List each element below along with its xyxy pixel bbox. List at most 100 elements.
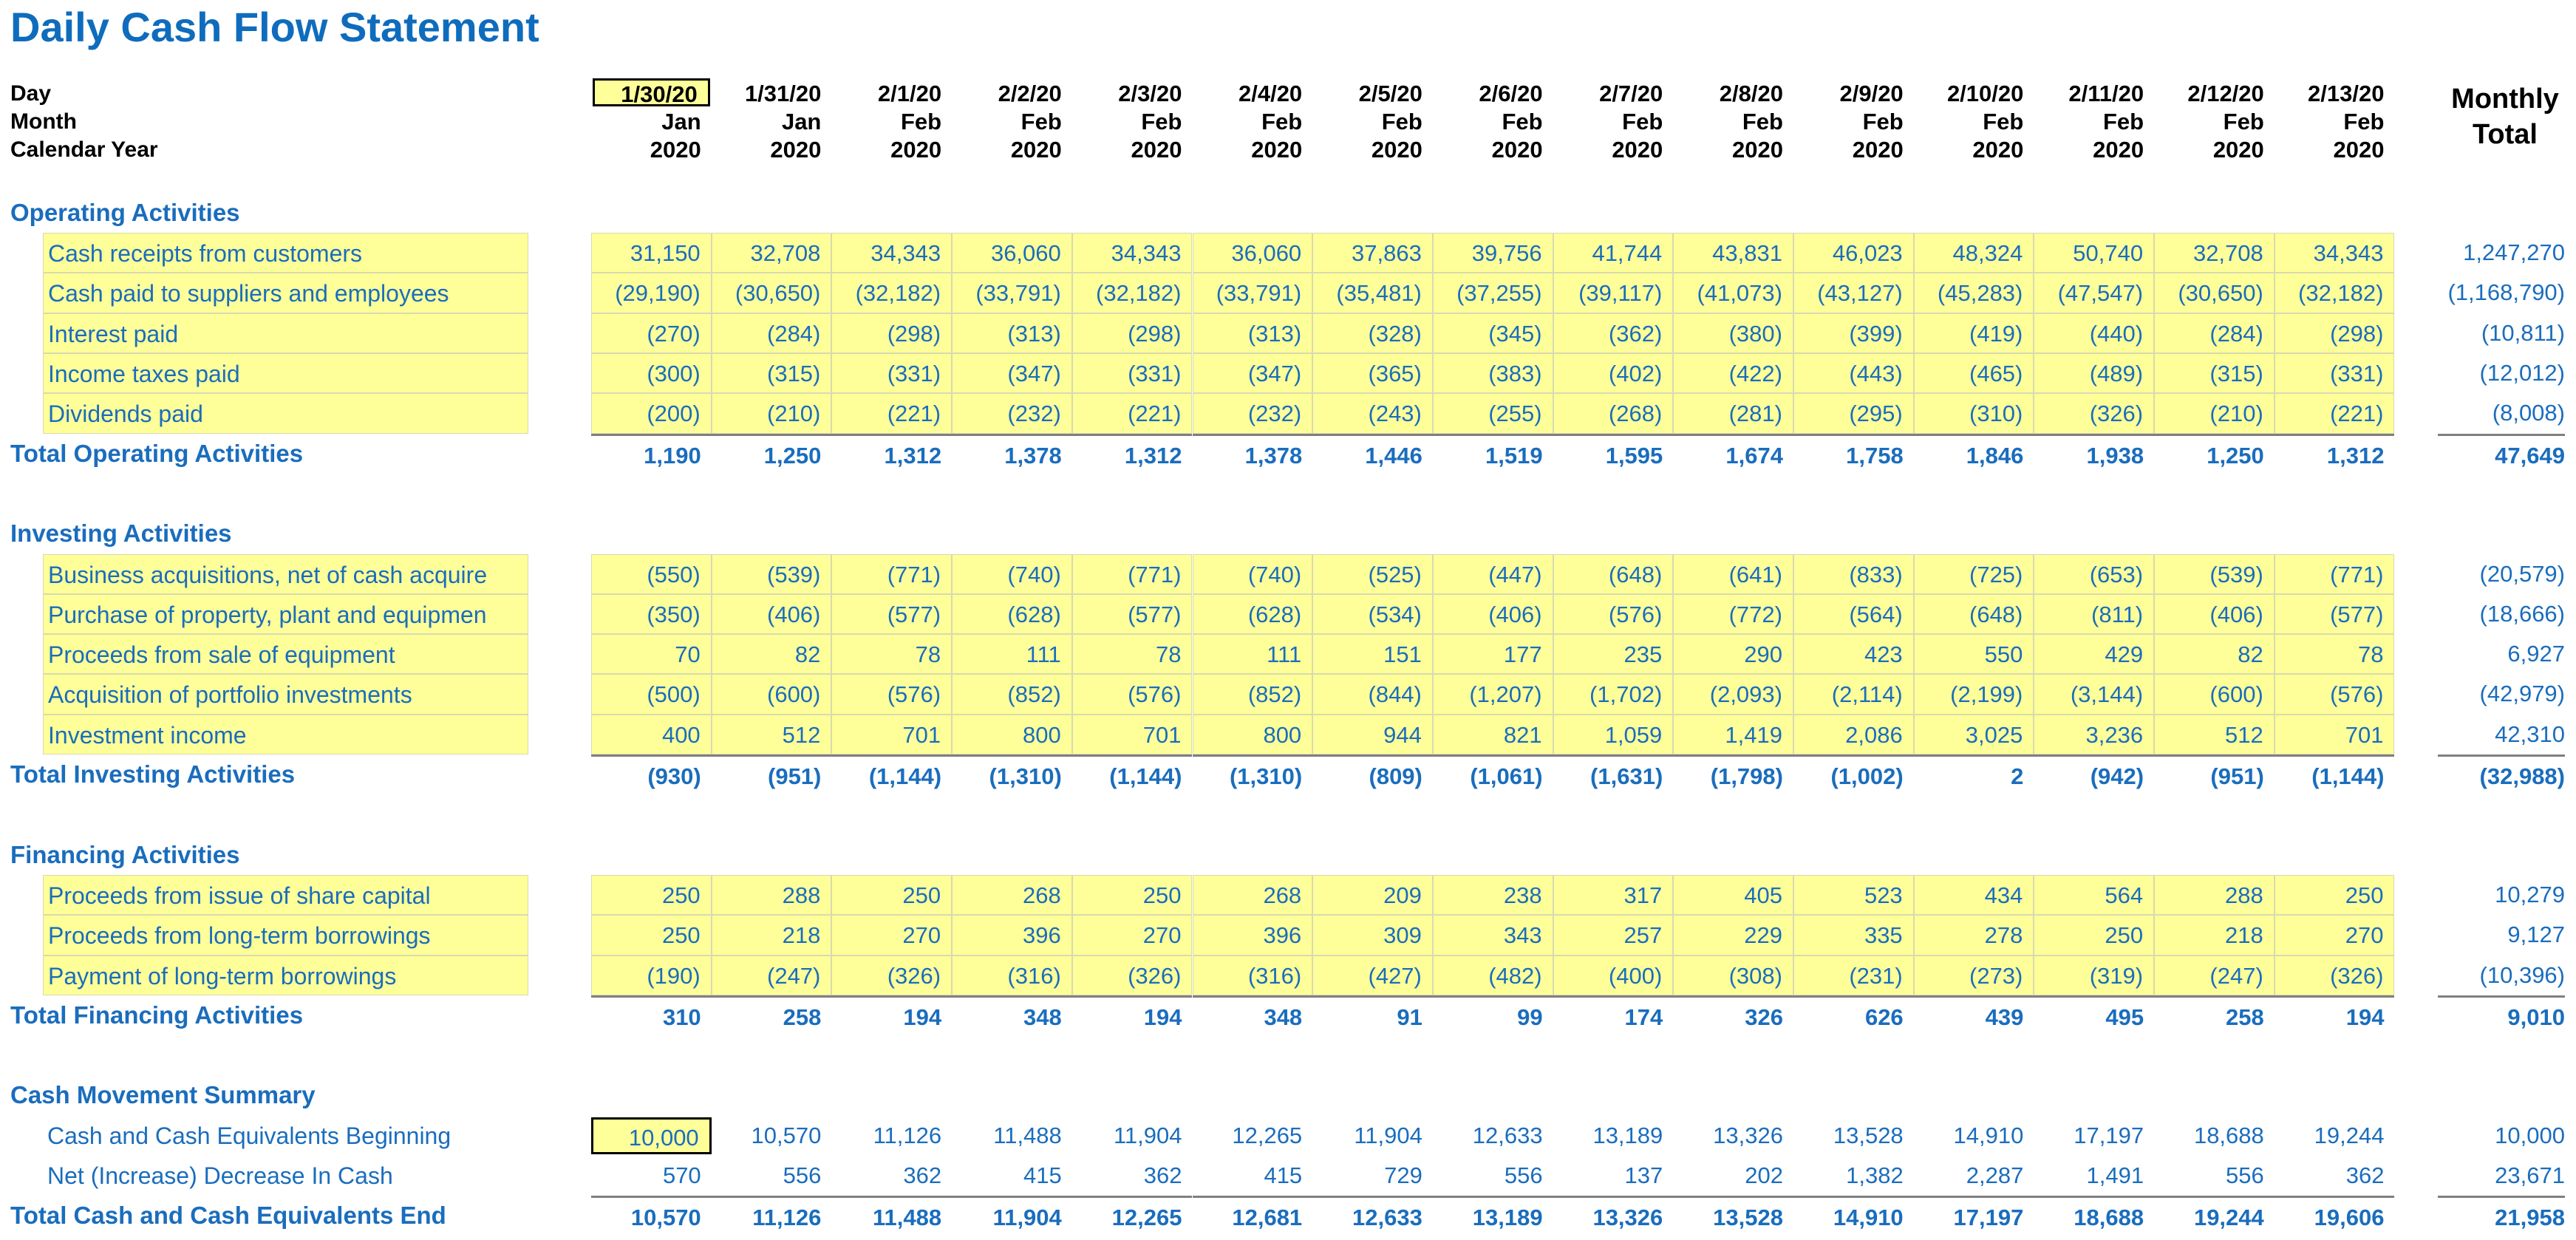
cell-value: (316) xyxy=(1192,955,1313,995)
cell-value: 3,236 xyxy=(2034,714,2155,755)
cell-value: (362) xyxy=(1553,313,1674,354)
cell-value: (347) xyxy=(952,353,1072,394)
header-month: Feb xyxy=(1141,109,1182,134)
cell-value: (326) xyxy=(2034,393,2155,434)
cell-value: (833) xyxy=(1793,553,1914,594)
total-value: 19,244 xyxy=(2154,1196,2275,1236)
cell-value: (243) xyxy=(1312,393,1433,434)
cell-value: 34,343 xyxy=(1071,233,1193,273)
total-value: 13,326 xyxy=(1553,1196,1674,1236)
cell-value: (771) xyxy=(831,553,953,594)
cell-value: 13,326 xyxy=(1713,1122,1783,1148)
total-label: Total Financing Activities xyxy=(10,1001,304,1029)
cell-value: 82 xyxy=(2154,634,2275,675)
cell-value: 250 xyxy=(591,915,712,955)
total-monthly: (32,988) xyxy=(2438,754,2565,794)
total-value: 194 xyxy=(831,995,953,1035)
cell-value: (328) xyxy=(1312,313,1433,354)
cell-value: (402) xyxy=(1553,353,1674,394)
cell-value: (406) xyxy=(1432,593,1553,635)
cell-value: (383) xyxy=(1432,353,1553,394)
cell-value: (489) xyxy=(2034,353,2155,394)
total-value: 626 xyxy=(1793,995,1914,1035)
cell-value: (273) xyxy=(1913,955,2034,995)
row-total: (10,811) xyxy=(2481,319,2565,346)
row-total: 9,127 xyxy=(2507,922,2565,948)
total-value: 258 xyxy=(711,995,832,1035)
total-value: 348 xyxy=(952,995,1072,1035)
header-day: 2/10/20 xyxy=(1946,81,2024,106)
cell-value: 41,744 xyxy=(1553,233,1674,273)
cell-value: 78 xyxy=(831,634,953,675)
cell-value: (221) xyxy=(1071,393,1193,434)
cell-value: (331) xyxy=(1071,353,1193,394)
cell-value: 2,086 xyxy=(1793,714,1914,755)
cell-value: 512 xyxy=(2154,714,2275,755)
cell-value: 229 xyxy=(1673,915,1793,955)
cell-value: 944 xyxy=(1312,714,1433,755)
cell-value: (2,199) xyxy=(1913,674,2034,715)
cell-value: 309 xyxy=(1312,915,1433,955)
cell-value: 250 xyxy=(2034,915,2155,955)
header-year: 2020 xyxy=(1732,137,1783,163)
cell-value: 238 xyxy=(1432,874,1553,916)
cell-value: (600) xyxy=(2154,674,2275,715)
cell-value: 11,904 xyxy=(1354,1122,1422,1148)
header-month: Feb xyxy=(1261,109,1303,134)
total-value: (1,144) xyxy=(1071,754,1193,794)
cell-value: 270 xyxy=(2274,915,2395,955)
cell-value: 400 xyxy=(591,714,712,755)
cell-value: (310) xyxy=(1913,393,2034,434)
cell-value: (315) xyxy=(2154,353,2275,394)
row-total: 23,671 xyxy=(2495,1162,2565,1189)
cell-value: 268 xyxy=(1192,874,1313,916)
cell-value: (313) xyxy=(952,313,1072,354)
cell-value: 821 xyxy=(1432,714,1553,755)
row-total: (1,168,790) xyxy=(2447,279,2565,306)
cell-value: (32,182) xyxy=(1071,273,1193,313)
cell-value: 523 xyxy=(1793,874,1914,916)
cell-value: (648) xyxy=(1913,593,2034,635)
cell-value: 429 xyxy=(2034,634,2155,675)
cell-value: (315) xyxy=(711,353,832,394)
total-value: 348 xyxy=(1192,995,1313,1035)
cell-value: 10,570 xyxy=(751,1122,822,1148)
cell-value: 362 xyxy=(2345,1162,2385,1189)
cell-value: 405 xyxy=(1673,874,1793,916)
cell-value: 34,343 xyxy=(2274,233,2395,273)
row-total: (10,396) xyxy=(2479,961,2565,988)
cell-value: 335 xyxy=(1793,915,1914,955)
cell-value: 800 xyxy=(1192,714,1313,755)
cell-value: 70 xyxy=(591,634,712,675)
row-label: Payment of long-term borrowings xyxy=(43,955,528,995)
row-total: 10,279 xyxy=(2495,881,2565,907)
cell-value: (29,190) xyxy=(591,273,712,313)
header-year: 2020 xyxy=(650,137,701,163)
cell-value: (326) xyxy=(831,955,953,995)
cell-value: 137 xyxy=(1624,1162,1663,1189)
total-value: (1,002) xyxy=(1793,754,1914,794)
total-value: 1,378 xyxy=(1192,433,1313,474)
cell-value: (419) xyxy=(1913,313,2034,354)
cell-value: (443) xyxy=(1793,353,1914,394)
total-monthly: 9,010 xyxy=(2438,995,2565,1035)
cell-value: (298) xyxy=(1071,313,1193,354)
cell-value: 701 xyxy=(2274,714,2395,755)
cell-value: 111 xyxy=(1192,634,1313,675)
total-value: 1,446 xyxy=(1312,433,1433,474)
header-month: Jan xyxy=(781,109,822,134)
cell-value: 31,150 xyxy=(591,233,712,273)
cell-value: 362 xyxy=(903,1162,942,1189)
header-month: Feb xyxy=(1862,109,1904,134)
header-year: 2020 xyxy=(890,137,942,163)
header-month: Feb xyxy=(2102,109,2144,134)
cell-value: (210) xyxy=(711,393,832,434)
cell-value: (500) xyxy=(591,674,712,715)
cell-value: (331) xyxy=(831,353,953,394)
total-value: (1,798) xyxy=(1673,754,1793,794)
cell-value: (406) xyxy=(711,593,832,635)
total-value: 1,846 xyxy=(1913,433,2034,474)
cell-value: 564 xyxy=(2034,874,2155,916)
row-total: (18,666) xyxy=(2479,600,2565,627)
